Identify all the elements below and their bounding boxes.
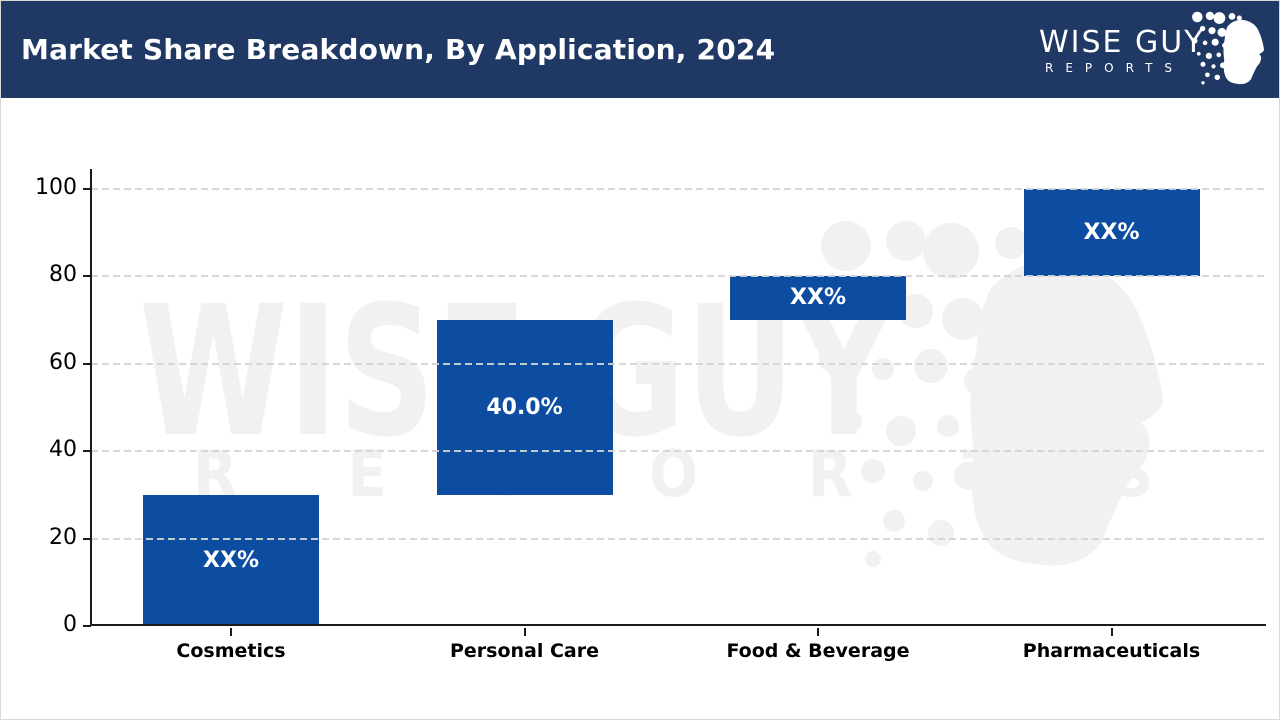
bar-personal-care: 40.0% bbox=[436, 319, 613, 495]
gridline-60 bbox=[91, 362, 1265, 365]
x-category-label-1: Personal Care bbox=[449, 640, 600, 662]
x-category-label-3: Pharmaceuticals bbox=[1022, 640, 1201, 662]
y-tick-20 bbox=[83, 537, 91, 540]
y-tick-40 bbox=[83, 450, 91, 452]
header: Market Share Breakdown, By Application, … bbox=[1, 1, 1279, 98]
page-title: Market Share Breakdown, By Application, … bbox=[21, 33, 776, 66]
x-tick-0 bbox=[230, 628, 232, 636]
plot-area: 0 20 40 60 80 100 XX% 40.0% XX% XX% Cosmetics Perso… bbox=[1, 98, 1279, 719]
logo-wordmark: WISE GUY bbox=[1039, 25, 1205, 60]
bar-value-label: XX% bbox=[790, 285, 846, 311]
gridline-80 bbox=[91, 275, 1265, 277]
x-axis-line bbox=[90, 624, 1266, 626]
bar-value-label: 40.0% bbox=[486, 394, 563, 420]
y-tick-60 bbox=[83, 362, 91, 365]
y-tick-0 bbox=[83, 625, 91, 627]
bar-value-label: XX% bbox=[1083, 219, 1140, 245]
gridline-100 bbox=[91, 187, 1265, 190]
y-tick-label-20: 20 bbox=[49, 524, 77, 550]
bar-cosmetics: XX% bbox=[143, 494, 319, 626]
y-tick-label-80: 80 bbox=[49, 262, 77, 287]
x-category-label-0: Cosmetics bbox=[176, 640, 286, 662]
x-tick-1 bbox=[523, 628, 526, 636]
gridline-20 bbox=[91, 537, 1265, 540]
bar-value-label: XX% bbox=[203, 547, 259, 573]
bar-food-beverage: XX% bbox=[730, 276, 906, 320]
y-axis-line bbox=[90, 169, 92, 626]
y-tick-label-0: 0 bbox=[63, 612, 77, 637]
y-tick-100 bbox=[83, 187, 91, 190]
logo-head-icon bbox=[1191, 11, 1264, 85]
x-category-label-2: Food & Beverage bbox=[726, 640, 910, 662]
gridline-40 bbox=[91, 450, 1265, 452]
y-tick-label-60: 60 bbox=[49, 349, 77, 375]
y-tick-label-100: 100 bbox=[35, 174, 77, 200]
x-tick-3 bbox=[1110, 628, 1113, 636]
bar-pharmaceuticals: XX% bbox=[1023, 188, 1200, 276]
logo-subtitle: REPORTS bbox=[1045, 61, 1185, 75]
y-tick-80 bbox=[83, 275, 91, 277]
wise-guy-reports-logo: WISE GUY REPORTS bbox=[1029, 1, 1269, 98]
watermark-head-icon bbox=[819, 221, 1163, 567]
x-tick-2 bbox=[817, 628, 819, 636]
y-tick-label-40: 40 bbox=[49, 437, 77, 462]
